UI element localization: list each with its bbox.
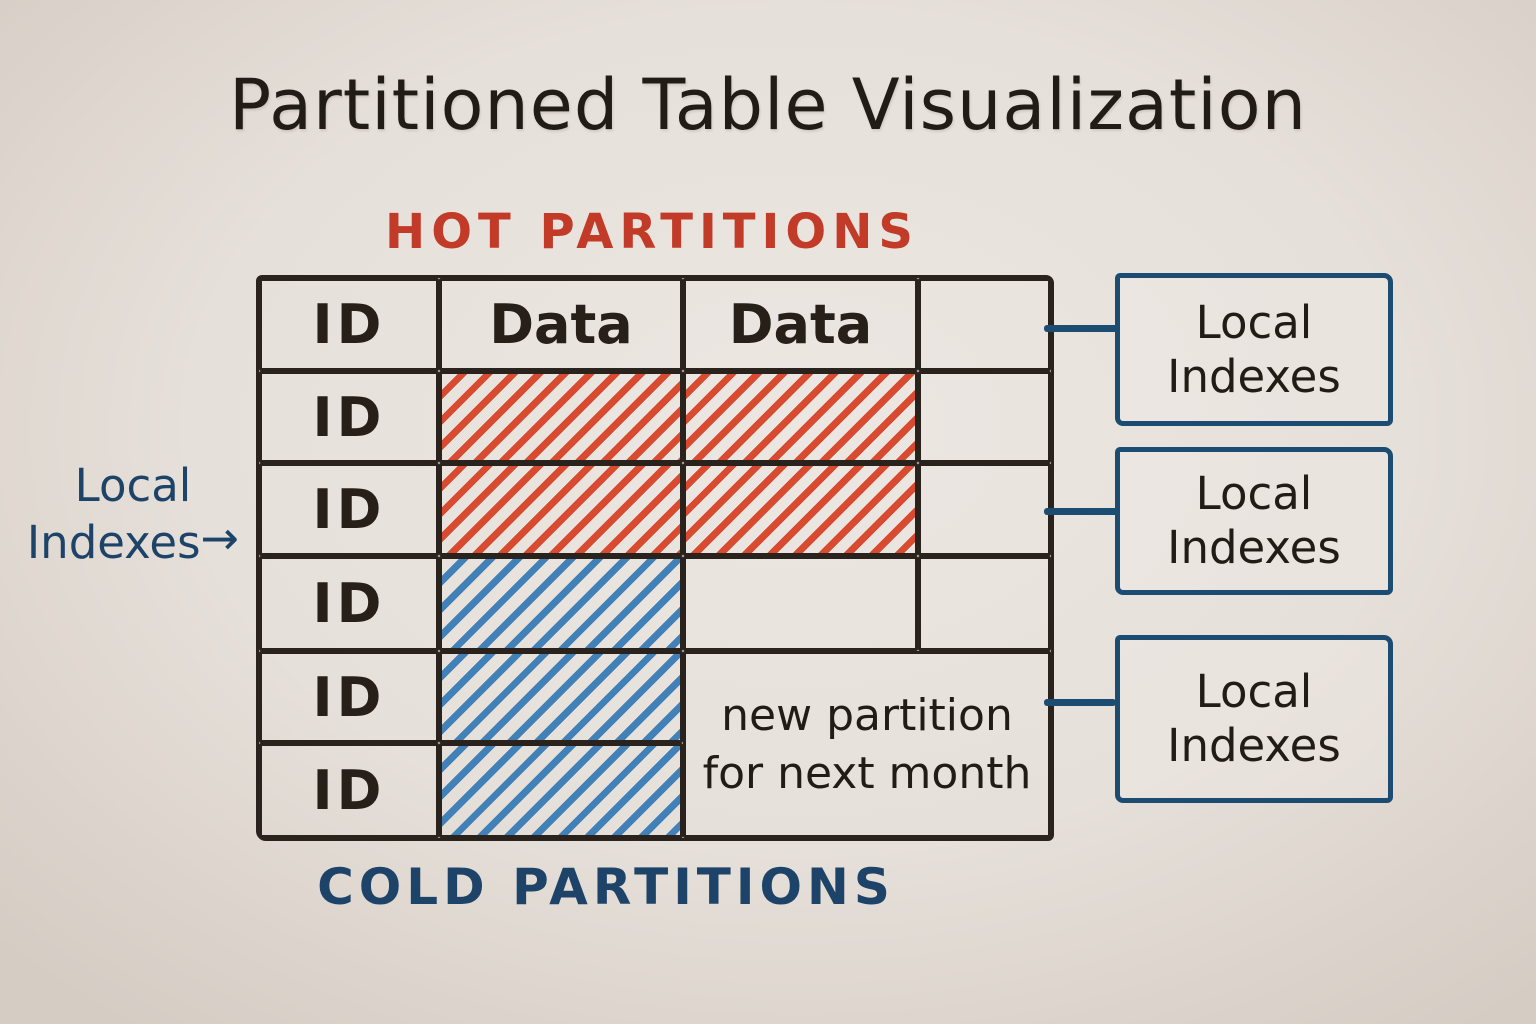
local-indexes-box-3-line2: Indexes xyxy=(1167,719,1341,772)
local-indexes-box-2-line1: Local xyxy=(1195,467,1313,520)
hot-partitions-label: HOT PARTITIONS xyxy=(385,204,919,260)
id-cell: ID xyxy=(259,651,439,743)
connector-line-3 xyxy=(1044,699,1116,706)
cold-partition-cell xyxy=(439,743,683,838)
local-indexes-box-2-line2: Indexes xyxy=(1167,521,1341,574)
hot-partition-cell xyxy=(683,371,918,463)
local-indexes-left-label: Local Indexes→ xyxy=(14,458,252,572)
local-indexes-left-label-line2: Indexes→ xyxy=(26,511,240,570)
id-cell: ID xyxy=(259,556,439,651)
merged-note-cell: new partition for next month xyxy=(683,651,1051,838)
cold-partitions-label: COLD PARTITIONS xyxy=(317,858,895,916)
empty-cell xyxy=(918,556,1051,651)
partitioned-table: ID Data Data ID ID ID ID new partition f… xyxy=(256,275,1054,841)
header-data1-cell: Data xyxy=(439,278,683,371)
connector-line-1 xyxy=(1044,325,1118,332)
local-indexes-box-3-line1: Local xyxy=(1195,665,1313,718)
local-indexes-left-label-line1: Local xyxy=(74,459,192,512)
merged-note-line1: new partition xyxy=(721,690,1013,742)
empty-cell xyxy=(918,463,1051,556)
hot-partition-cell xyxy=(439,463,683,556)
empty-cell xyxy=(918,371,1051,463)
cold-partition-cell xyxy=(439,651,683,743)
header-data2-cell: Data xyxy=(683,278,918,371)
id-cell: ID xyxy=(259,463,439,556)
connector-line-2 xyxy=(1044,508,1118,515)
id-cell: ID xyxy=(259,743,439,838)
cold-partition-cell xyxy=(439,556,683,651)
local-indexes-box-2: Local Indexes xyxy=(1115,447,1393,595)
hot-partition-cell xyxy=(683,463,918,556)
id-cell: ID xyxy=(259,371,439,463)
right-arrow-icon: → xyxy=(200,511,240,566)
hot-partition-cell xyxy=(439,371,683,463)
local-indexes-box-3: Local Indexes xyxy=(1115,635,1393,803)
page-title: Partitioned Table Visualization xyxy=(229,64,1307,146)
local-indexes-box-1: Local Indexes xyxy=(1115,273,1393,426)
empty-cell xyxy=(683,556,918,651)
local-indexes-box-1-line1: Local xyxy=(1195,295,1313,349)
local-indexes-box-1-line2: Indexes xyxy=(1167,349,1341,403)
merged-note-line2: for next month xyxy=(702,747,1032,799)
header-id-cell: ID xyxy=(259,278,439,371)
header-empty-cell xyxy=(918,278,1051,371)
